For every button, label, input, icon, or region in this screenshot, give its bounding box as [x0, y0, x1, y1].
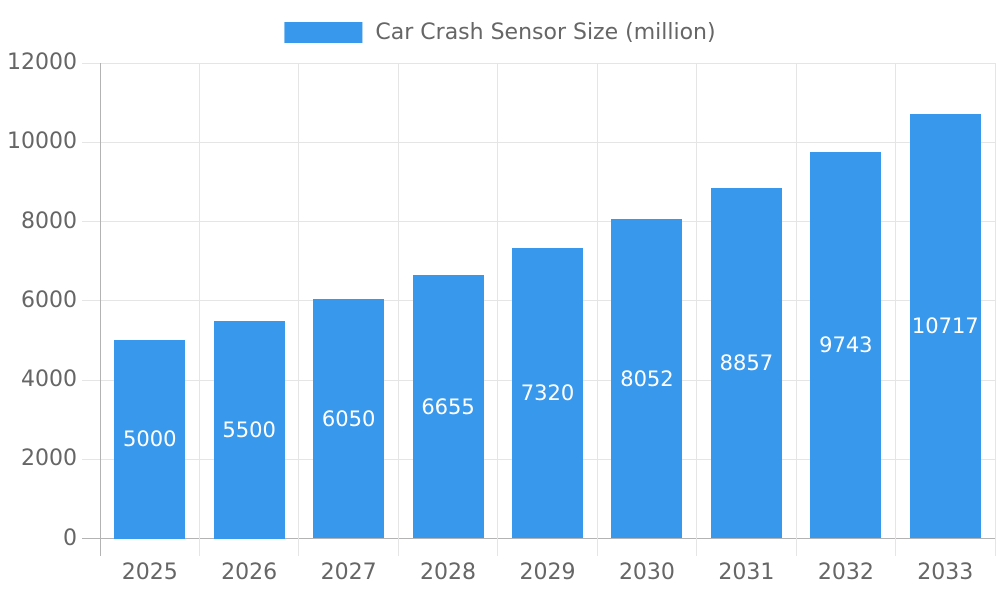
- x-gridline: [497, 63, 499, 556]
- bar-2028: [412, 274, 484, 539]
- x-tick-label: 2033: [917, 560, 974, 585]
- x-tick-label: 2032: [817, 560, 874, 585]
- bar-value-label: 5000: [122, 427, 177, 452]
- bar-2029: [512, 248, 583, 539]
- x-gridline: [397, 63, 399, 556]
- x-tick-label: 2027: [320, 560, 377, 585]
- x-tick-label: 2029: [519, 560, 576, 585]
- bar-value-label: 9743: [819, 333, 873, 358]
- x-gridline: [696, 63, 698, 556]
- x-tick-label: 2028: [420, 560, 477, 585]
- bar-2031: [710, 187, 782, 539]
- y-tick-label: 8000: [21, 208, 77, 234]
- y-gridline: [82, 221, 995, 222]
- bar-2033: [909, 113, 981, 539]
- bar-value-label: 7320: [520, 381, 575, 406]
- x-tick-label: 2030: [618, 560, 675, 585]
- y-tick-label: 12000: [7, 50, 77, 75]
- legend-label: Car Crash Sensor Size (million): [375, 20, 716, 45]
- y-axis-line: [99, 63, 101, 556]
- x-gridline: [795, 63, 797, 556]
- bar-value-label: 6655: [421, 394, 475, 419]
- y-tick-label: 2000: [21, 446, 77, 472]
- y-gridline: [82, 141, 995, 143]
- bar-2030: [611, 219, 683, 539]
- x-axis-line: [82, 538, 995, 539]
- x-tick-label: 2031: [718, 560, 775, 585]
- x-tick-label: 2026: [221, 560, 278, 585]
- x-gridline: [198, 63, 200, 556]
- y-tick-label: 6000: [21, 287, 77, 313]
- legend-swatch: [284, 22, 363, 43]
- bar-2026: [213, 320, 285, 539]
- bar-value-label: 6050: [321, 406, 376, 431]
- x-gridline: [298, 63, 300, 556]
- x-gridline: [994, 63, 996, 556]
- x-tick-label: 2025: [121, 560, 178, 585]
- y-tick-label: 0: [63, 525, 77, 551]
- bar-value-label: 8052: [620, 366, 674, 391]
- y-gridline: [82, 62, 995, 64]
- y-tick-label: 10000: [7, 129, 77, 155]
- chart-legend[interactable]: Car Crash Sensor Size (million): [284, 20, 716, 45]
- bar-2032: [810, 152, 882, 539]
- bar-value-label: 5500: [222, 417, 276, 442]
- y-tick-label: 4000: [21, 367, 77, 392]
- bar-2027: [313, 298, 385, 539]
- bar-value-label: 8857: [719, 351, 774, 376]
- bar-2025: [114, 340, 186, 539]
- x-gridline: [895, 63, 897, 556]
- bar-value-label: 10717: [911, 314, 979, 339]
- x-gridline: [596, 63, 598, 556]
